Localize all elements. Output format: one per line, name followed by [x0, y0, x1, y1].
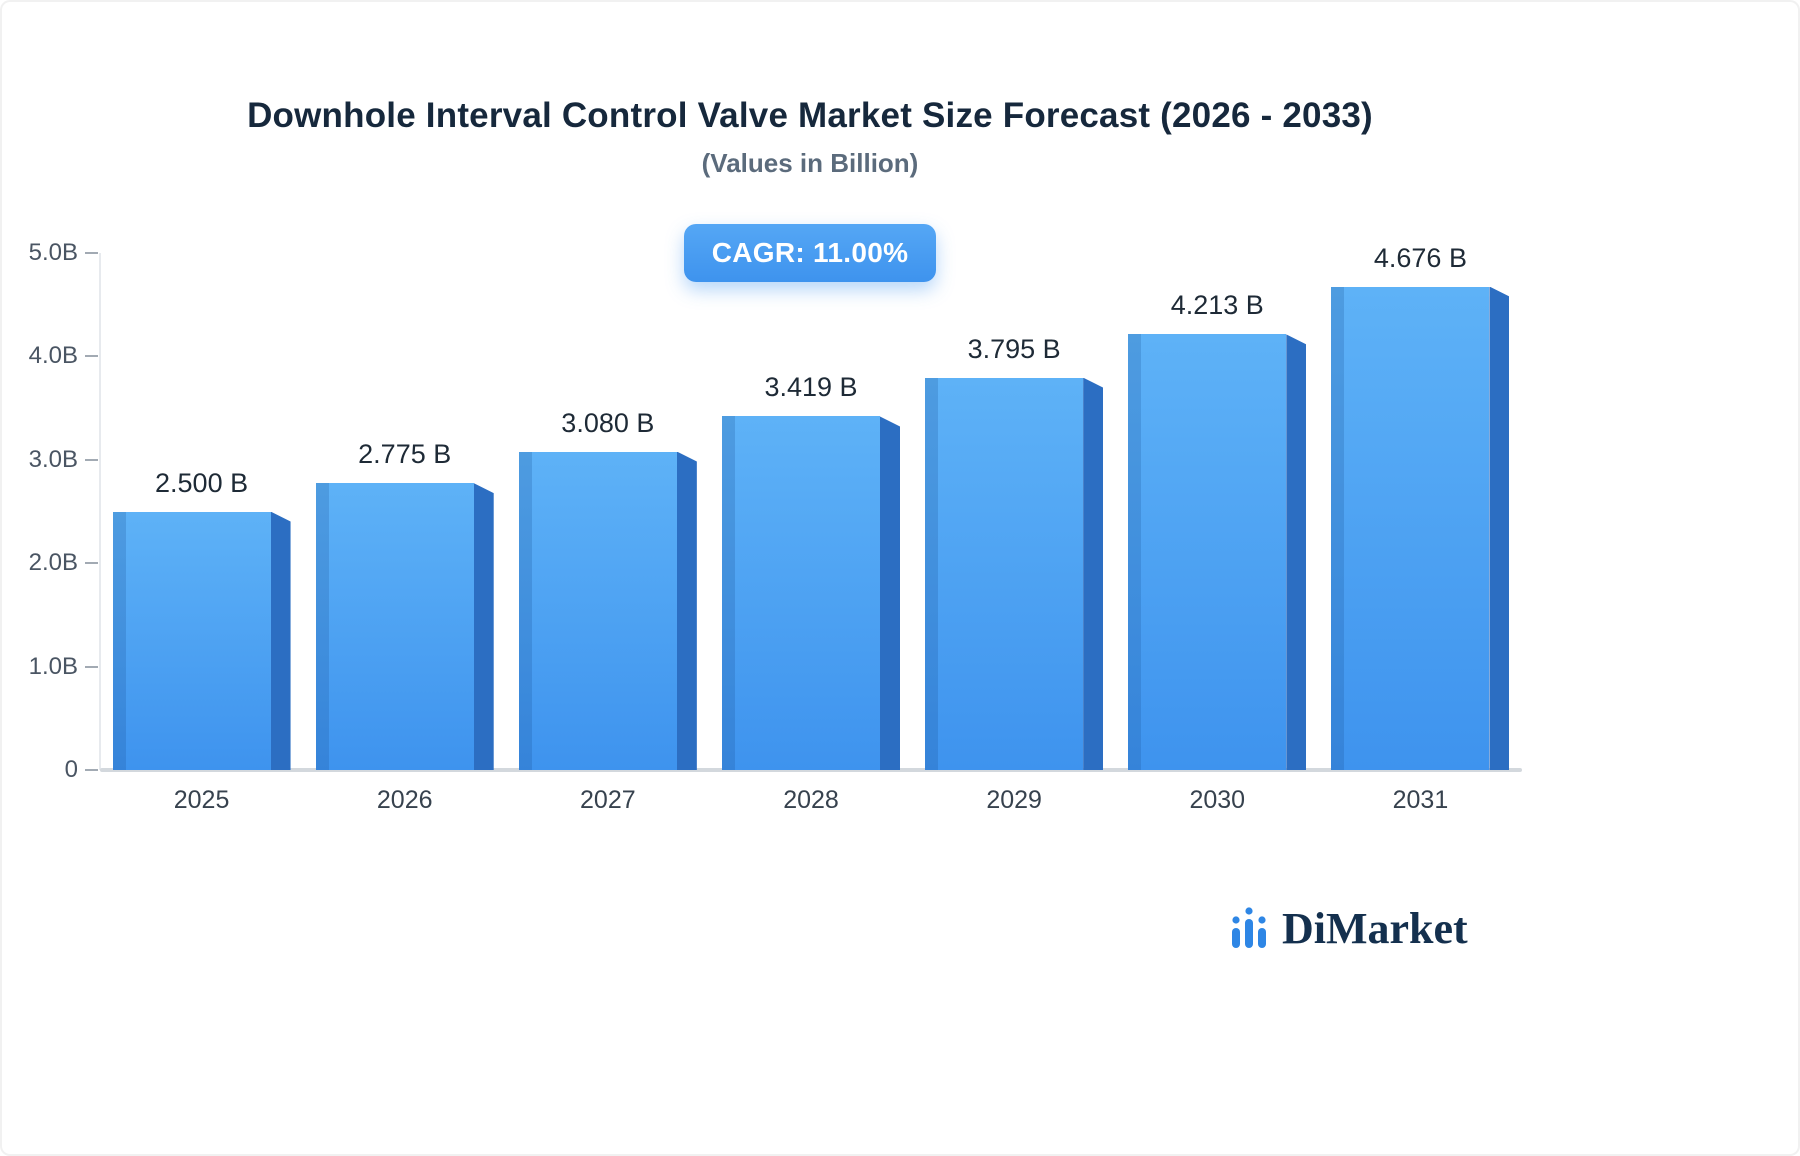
bar-left-shade	[1331, 286, 1345, 770]
bar-left-shade	[518, 451, 532, 770]
bar-value-label: 2.775 B	[358, 439, 452, 470]
bar-2028	[722, 416, 900, 770]
x-axis-label: 2026	[376, 786, 433, 814]
bar-front-face	[925, 377, 1084, 770]
y-tick-label: 1.0B	[28, 652, 78, 680]
bar-2027	[518, 451, 697, 770]
bar-left-shade	[1128, 334, 1142, 770]
bar-2025	[112, 511, 291, 770]
y-tick-label: 4.0B	[28, 342, 78, 370]
bar-side-face	[1489, 286, 1510, 770]
bar-front-face	[1331, 286, 1490, 770]
bar-side-face	[270, 511, 291, 770]
chart-subtitle: (Values in Billion)	[701, 148, 919, 178]
bar-value-label: 3.419 B	[764, 372, 858, 403]
x-axis-label: 2027	[580, 786, 636, 814]
cagr-badge-wrap: CAGR: 11.00%	[0, 224, 1620, 282]
y-tick-mark	[85, 769, 98, 771]
bar-value-label: 4.676 B	[1373, 242, 1467, 273]
y-tick-label: 0	[64, 756, 78, 783]
y-tick-mark	[85, 665, 98, 668]
y-tick-mark	[85, 252, 98, 254]
x-axis-label: 2030	[1189, 786, 1246, 814]
bar-left-shade	[722, 416, 735, 770]
x-axis-label: 2028	[783, 786, 839, 814]
bar-value-label: 3.795 B	[967, 333, 1061, 364]
y-tick-mark	[85, 562, 98, 565]
brand-logo: DiMarket	[1228, 903, 1468, 954]
cagr-badge: CAGR: 11.00%	[683, 224, 937, 282]
bar-front-face	[1128, 334, 1287, 770]
brand-logo-text: DiMarket	[1282, 904, 1468, 953]
y-tick-label: 2.0B	[28, 549, 78, 577]
bar-front-face	[112, 511, 271, 770]
bar-value-label: 4.213 B	[1170, 290, 1264, 321]
bar-chart-logo-icon	[1228, 906, 1272, 952]
bar-left-shade	[925, 377, 939, 770]
bar-left-shade	[315, 483, 329, 770]
y-tick-label: 5.0B	[28, 239, 78, 266]
x-axis-label: 2029	[986, 786, 1042, 814]
bar-2031	[1331, 286, 1510, 770]
y-tick-label: 3.0B	[28, 445, 78, 473]
x-axis-baseline	[100, 768, 1522, 772]
bar-2030	[1128, 334, 1307, 770]
chart-title: Downhole Interval Control Valve Market S…	[247, 96, 1373, 135]
y-axis-line	[99, 253, 101, 770]
bar-2029	[925, 377, 1104, 770]
bar-side-face	[1286, 334, 1307, 770]
x-axis-label: 2031	[1392, 786, 1449, 814]
bar-value-label: 2.500 B	[155, 467, 249, 498]
y-tick-mark	[85, 355, 98, 358]
bar-side-face	[880, 416, 900, 770]
bar-front-face	[722, 416, 880, 770]
bar-value-label: 3.080 B	[561, 407, 655, 438]
bar-left-shade	[112, 511, 126, 770]
bar-front-face	[518, 451, 677, 770]
bar-side-face	[676, 451, 697, 770]
y-tick-mark	[85, 458, 98, 461]
bar-side-face	[473, 483, 494, 770]
bar-2026	[315, 483, 494, 770]
bar-front-face	[315, 483, 474, 770]
x-axis-label: 2025	[173, 786, 230, 814]
bar-side-face	[1083, 377, 1104, 770]
